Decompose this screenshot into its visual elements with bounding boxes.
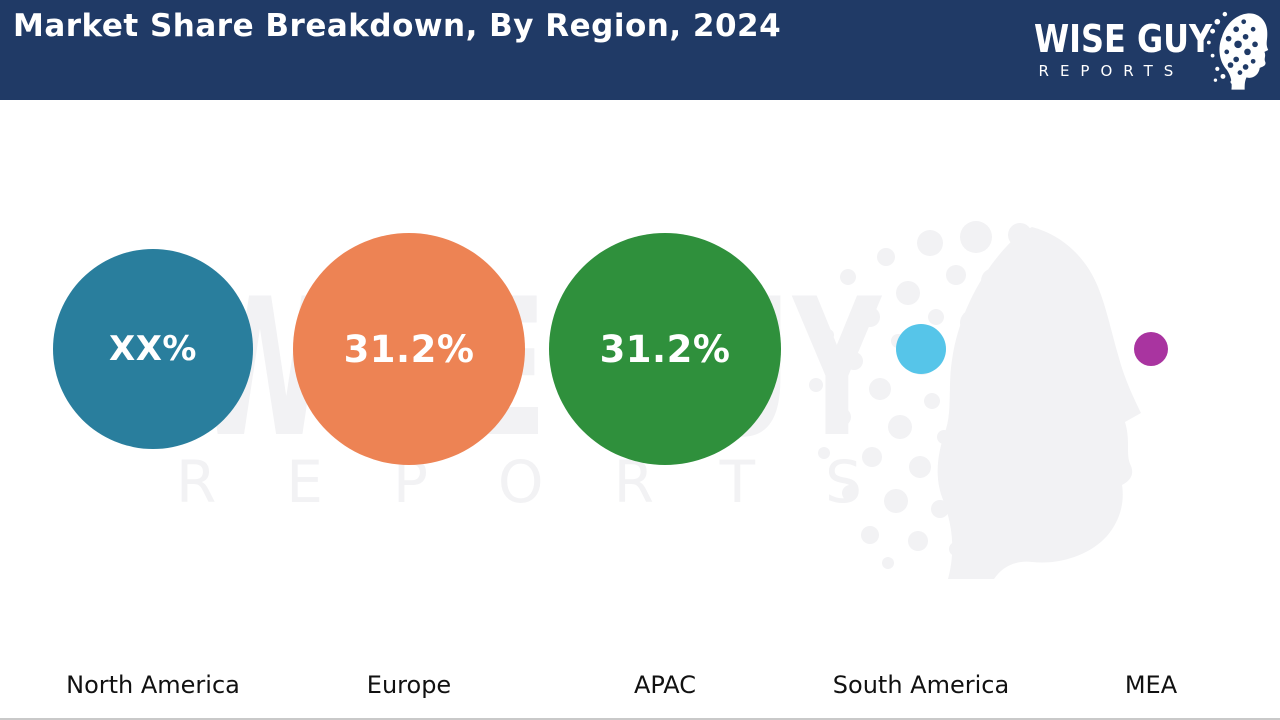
brand-wordmark: WISE GUY: [1033, 16, 1212, 61]
bubble-apac: 31.2%: [549, 233, 781, 465]
category-label-north-america: North America: [66, 671, 240, 699]
bubble-value-north-america: XX%: [109, 329, 197, 369]
head-profile-icon: [1206, 11, 1269, 90]
bubble-europe: 31.2%: [293, 233, 525, 465]
header-bar: Market Share Breakdown, By Region, 2024 …: [0, 0, 1280, 100]
bubble-north-america: XX%: [53, 249, 253, 449]
brand-subtitle: REPORTS: [1038, 61, 1185, 80]
bubble-south-america: [896, 324, 946, 374]
category-label-europe: Europe: [366, 671, 452, 699]
bubble-mea: [1134, 332, 1168, 366]
brand-logo: WISE GUY REPORTS: [1000, 4, 1272, 96]
category-label-apac: APAC: [633, 671, 697, 699]
watermark-head-graphic: [809, 221, 1141, 579]
watermark-reports-text: REPORTS: [176, 448, 932, 516]
bubble-value-apac: 31.2%: [599, 327, 731, 371]
page-title: Market Share Breakdown, By Region, 2024: [13, 8, 782, 44]
category-label-mea: MEA: [1124, 671, 1178, 699]
bubble-value-europe: 31.2%: [343, 327, 475, 371]
category-label-south-america: South America: [832, 671, 1010, 699]
brand-logo-text: WISE GUY REPORTS: [1000, 17, 1212, 80]
